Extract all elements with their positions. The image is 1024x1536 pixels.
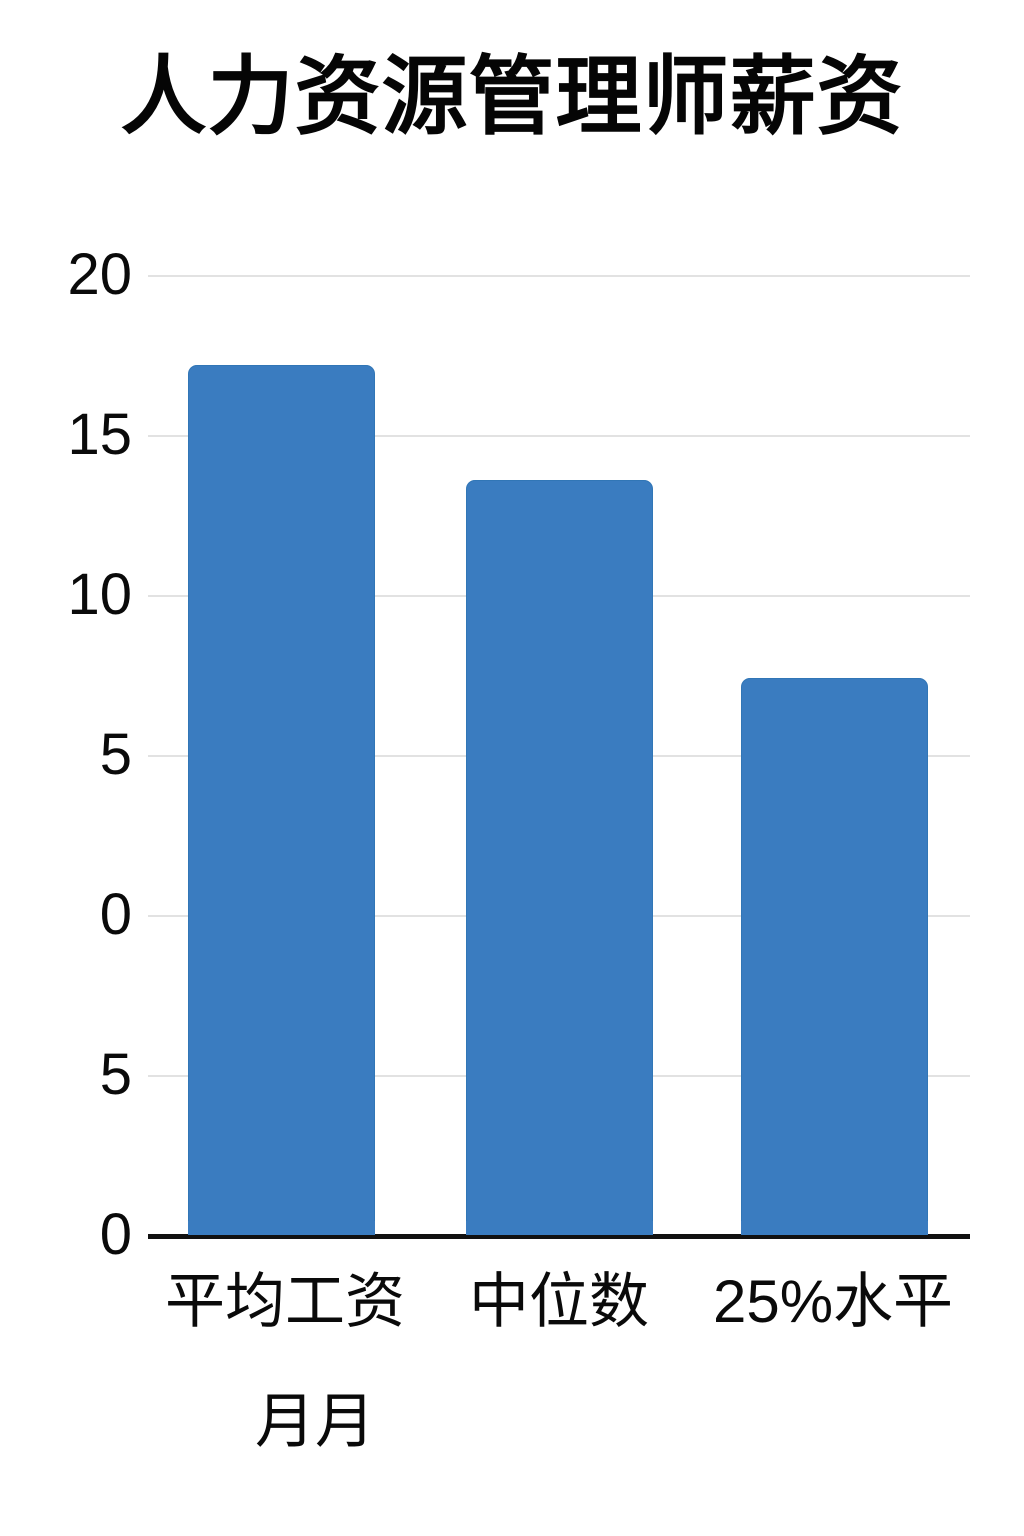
x-axis-title: 月月 [255,1388,375,1455]
chart-title: 人力资源管理师薪资 [120,49,904,145]
y-axis-tick-label: 10 [67,562,132,627]
y-axis-tick-labels: 20 15 10 5 0 5 0 [0,0,132,1536]
gridline [148,275,970,277]
y-axis-tick-label: 5 [99,1042,132,1107]
x-axis-tick-label: 中位数 [469,1268,649,1335]
y-axis-tick-label: 15 [67,402,132,467]
gridline [148,435,970,437]
bar [466,479,653,1236]
bar [188,364,375,1236]
y-axis-tick-label: 0 [99,1202,132,1267]
y-axis-tick-label: 0 [99,882,132,947]
x-axis-tick-label: 25%水平 [712,1268,954,1335]
y-axis-tick-label: 5 [99,722,132,787]
bar [741,678,928,1235]
y-axis-tick-label: 20 [67,242,132,307]
x-axis-tick-label: 平均工资 [165,1268,405,1335]
x-axis-line [148,1234,970,1239]
